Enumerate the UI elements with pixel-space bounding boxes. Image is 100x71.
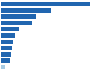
- Bar: [1, 21, 32, 25]
- Bar: [1, 65, 5, 69]
- Bar: [1, 46, 12, 50]
- Bar: [1, 27, 19, 31]
- Bar: [1, 52, 11, 57]
- Bar: [1, 14, 36, 19]
- Bar: [1, 58, 10, 63]
- Bar: [1, 2, 90, 6]
- Bar: [1, 8, 51, 13]
- Bar: [1, 33, 15, 38]
- Bar: [1, 40, 13, 44]
